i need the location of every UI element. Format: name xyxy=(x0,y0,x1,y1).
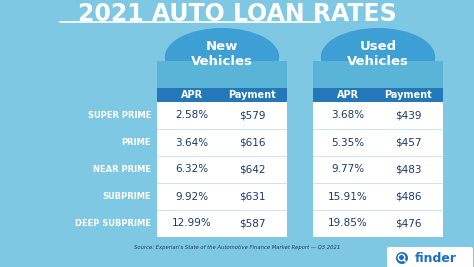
Bar xyxy=(313,183,443,210)
Bar xyxy=(157,129,287,156)
Text: finder: finder xyxy=(415,252,457,265)
Text: 9.92%: 9.92% xyxy=(175,191,209,202)
Text: 3.64%: 3.64% xyxy=(175,138,209,147)
Text: Source: Experian's State of the Automotive Finance Market Report — Q3 2021: Source: Experian's State of the Automoti… xyxy=(134,245,340,250)
Text: SUPER PRIME: SUPER PRIME xyxy=(88,111,151,120)
Text: $579: $579 xyxy=(238,111,265,120)
Text: $483: $483 xyxy=(395,164,421,175)
Bar xyxy=(313,88,443,102)
Text: NEAR PRIME: NEAR PRIME xyxy=(93,165,151,174)
Ellipse shape xyxy=(321,28,435,86)
Text: 5.35%: 5.35% xyxy=(331,138,365,147)
Bar xyxy=(157,183,287,210)
Text: $476: $476 xyxy=(395,218,421,229)
Bar xyxy=(157,156,287,183)
Text: 19.85%: 19.85% xyxy=(328,218,368,229)
Text: $457: $457 xyxy=(395,138,421,147)
FancyBboxPatch shape xyxy=(387,247,473,267)
Bar xyxy=(157,61,287,96)
Text: Payment: Payment xyxy=(228,90,276,100)
Text: 9.77%: 9.77% xyxy=(331,164,365,175)
Bar xyxy=(157,210,287,237)
Text: APR: APR xyxy=(181,90,203,100)
Text: Used
Vehicles: Used Vehicles xyxy=(347,40,409,68)
Text: 2.58%: 2.58% xyxy=(175,111,209,120)
Bar xyxy=(313,156,443,183)
Bar xyxy=(313,210,443,237)
Text: $642: $642 xyxy=(238,164,265,175)
Text: 2021 AUTO LOAN RATES: 2021 AUTO LOAN RATES xyxy=(78,2,396,26)
Text: SUBPRIME: SUBPRIME xyxy=(102,192,151,201)
Bar xyxy=(313,64,443,237)
Text: $616: $616 xyxy=(238,138,265,147)
Bar xyxy=(313,61,443,96)
Bar xyxy=(157,64,287,237)
Text: 6.32%: 6.32% xyxy=(175,164,209,175)
Text: APR: APR xyxy=(337,90,359,100)
Text: DEEP SUBPRIME: DEEP SUBPRIME xyxy=(75,219,151,228)
Bar xyxy=(313,129,443,156)
Ellipse shape xyxy=(165,28,279,86)
Text: $486: $486 xyxy=(395,191,421,202)
Bar xyxy=(157,102,287,129)
Circle shape xyxy=(396,252,408,264)
Text: 3.68%: 3.68% xyxy=(331,111,365,120)
Text: New
Vehicles: New Vehicles xyxy=(191,40,253,68)
Text: $587: $587 xyxy=(238,218,265,229)
Text: PRIME: PRIME xyxy=(121,138,151,147)
Text: $631: $631 xyxy=(238,191,265,202)
Bar xyxy=(313,102,443,129)
Text: Payment: Payment xyxy=(384,90,432,100)
Bar xyxy=(157,88,287,102)
Text: $439: $439 xyxy=(395,111,421,120)
Text: 12.99%: 12.99% xyxy=(172,218,212,229)
Text: 15.91%: 15.91% xyxy=(328,191,368,202)
